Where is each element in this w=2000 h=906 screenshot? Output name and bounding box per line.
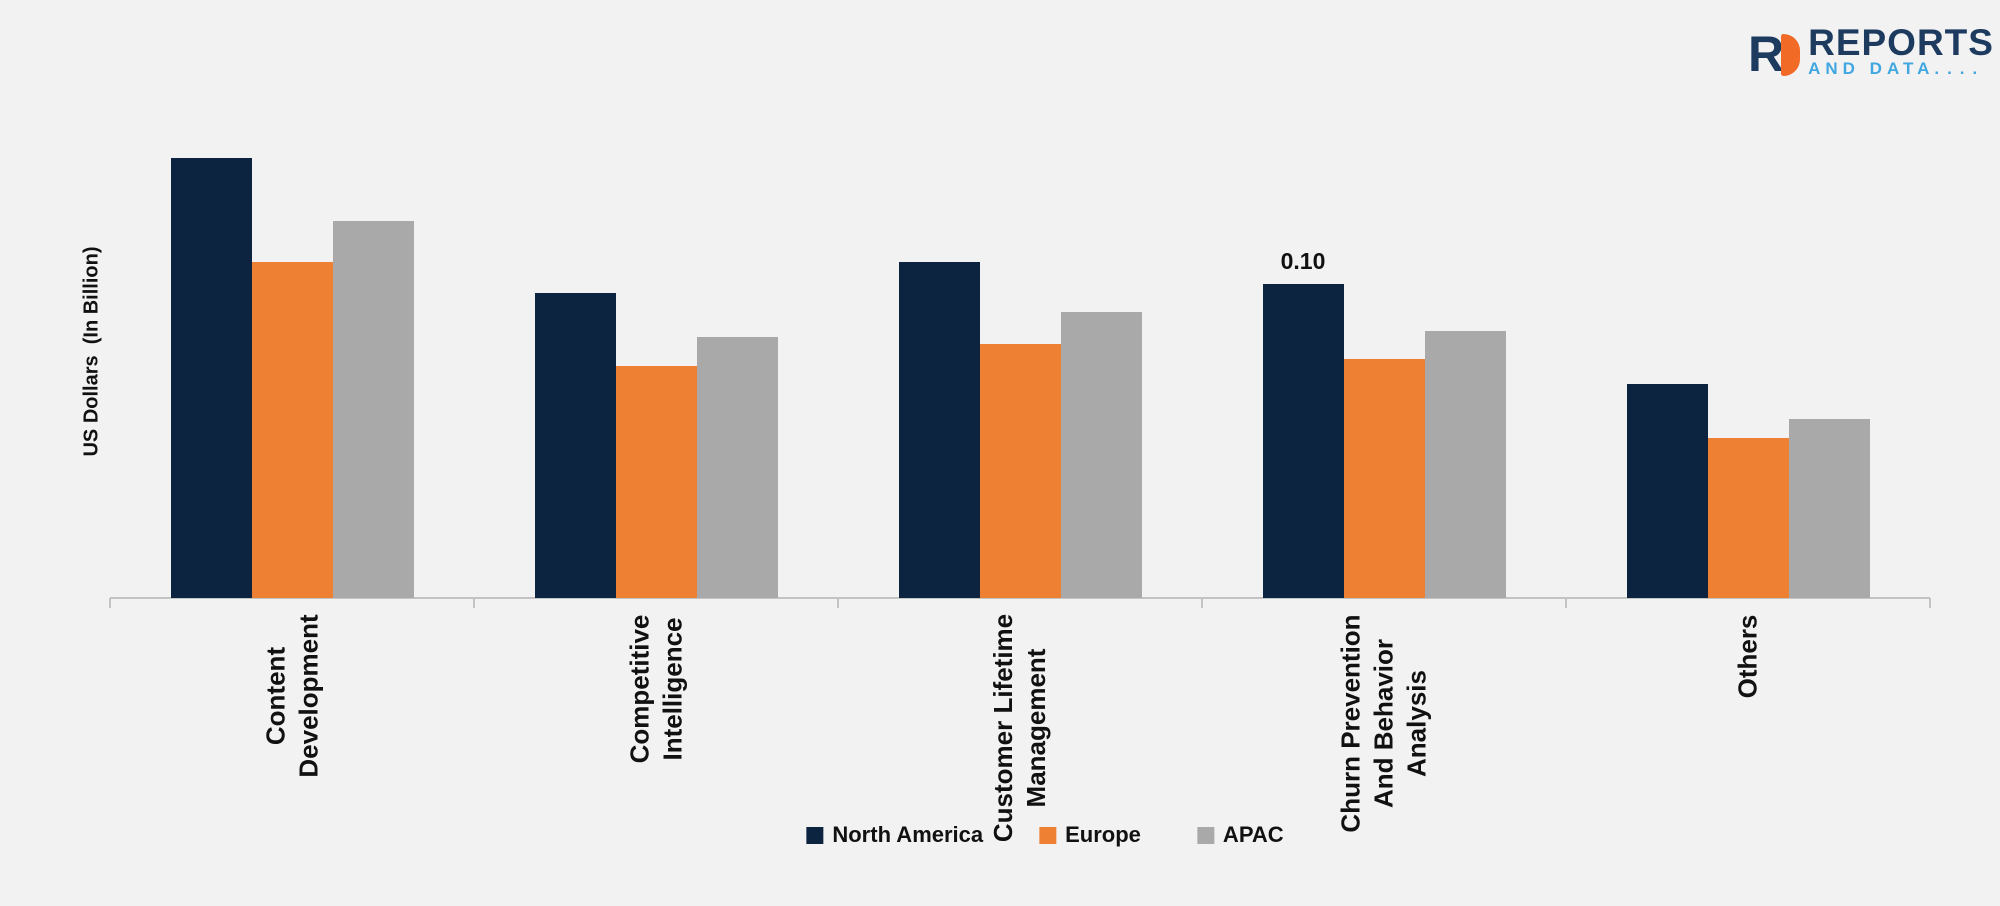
legend-swatch-apac <box>1196 826 1214 844</box>
brand-logo: R REPORTS AND DATA.... <box>1748 22 1994 82</box>
legend-label-europe: Europe <box>1065 822 1141 847</box>
bar-north-america-customer-lifetime-management <box>898 262 980 598</box>
logo-dots: .... <box>1934 59 1986 78</box>
legend-label-north-america: North America <box>832 822 984 847</box>
bar-data-label: 0.10 <box>1280 248 1326 274</box>
bar-north-america-competitive-intelligence <box>534 293 616 598</box>
category-label-others: Others <box>1732 614 1763 698</box>
legend-label-apac: APAC <box>1222 822 1284 847</box>
brand-name-primary: REPORTS <box>1808 22 1994 63</box>
bar-europe-customer-lifetime-management <box>979 344 1061 598</box>
category-label-customer-lifetime-management: Customer Lifetime Management <box>988 613 1052 843</box>
bar-europe-others <box>1707 438 1789 598</box>
bar-apac-content-development <box>332 221 414 598</box>
logo-d-shape <box>1781 34 1801 76</box>
legend-swatch-europe <box>1039 826 1057 844</box>
x-axis-tick <box>473 598 475 608</box>
legend-item-north-america: North America <box>806 822 983 848</box>
bar-apac-others <box>1788 419 1870 598</box>
x-axis-tick <box>1201 598 1203 608</box>
category-label-competitive-intelligence: Competitive Intelligence <box>623 614 687 763</box>
legend-swatch-north-america <box>806 826 824 844</box>
bar-europe-competitive-intelligence <box>615 366 697 598</box>
x-axis-tick <box>1929 598 1931 608</box>
bar-apac-customer-lifetime-management <box>1060 312 1142 598</box>
legend-item-europe: Europe <box>1039 822 1141 848</box>
x-axis-line <box>110 597 1930 599</box>
bar-north-america-content-development <box>170 158 252 598</box>
category-label-churn-prevention-and-behavior-analysis: Churn Prevention And Behavior Analysis <box>1335 613 1432 833</box>
legend: North America Europe APAC <box>806 822 1284 848</box>
bar-apac-churn-prevention-and-behavior-analysis <box>1424 331 1506 598</box>
brand-name-secondary-text: AND DATA <box>1808 59 1935 78</box>
legend-item-apac: APAC <box>1196 822 1284 848</box>
brand-logo-icon: R <box>1748 26 1801 82</box>
category-label-content-development: Content Development <box>260 613 324 778</box>
x-axis-tick <box>1565 598 1567 608</box>
bar-north-america-churn-prevention-and-behavior-analysis <box>1262 284 1344 598</box>
bar-europe-churn-prevention-and-behavior-analysis <box>1343 359 1425 598</box>
brand-logo-text: REPORTS AND DATA.... <box>1808 22 1994 78</box>
bar-europe-content-development <box>251 262 333 598</box>
y-axis-title: US Dollars (In Billion) <box>80 245 103 457</box>
brand-name-secondary: AND DATA.... <box>1808 60 1994 78</box>
bar-apac-competitive-intelligence <box>696 337 778 598</box>
bar-north-america-others <box>1626 384 1708 598</box>
x-axis-tick <box>837 598 839 608</box>
logo-letter-r: R <box>1748 26 1784 82</box>
x-axis-tick <box>109 598 111 608</box>
